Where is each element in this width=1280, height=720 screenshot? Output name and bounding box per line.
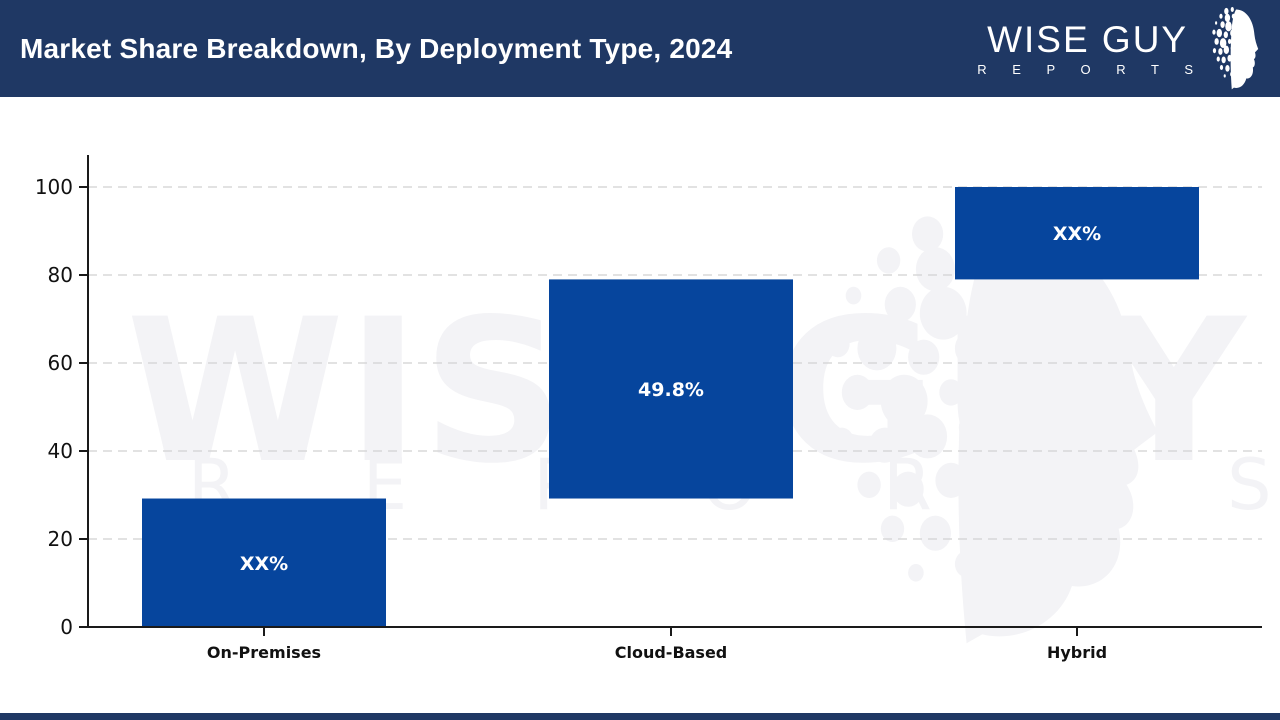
plot-svg: XX% 49.8% XX% 0 20 40 60 80 100 On-Premises Cloud-… xyxy=(35,155,1262,662)
bar-value-label: XX% xyxy=(240,553,288,575)
bar-Hybrid xyxy=(955,187,1199,280)
y-tick-label: 40 xyxy=(48,439,73,463)
y-tick-label: 20 xyxy=(48,527,73,551)
bar-On-Premises xyxy=(142,498,386,627)
footer-bar xyxy=(0,713,1280,720)
logo-brand-text: WISE GUY xyxy=(987,18,1189,60)
bar-value-label: XX% xyxy=(1053,223,1101,245)
category-label: Hybrid xyxy=(1047,643,1107,662)
y-tick-label: 100 xyxy=(35,175,73,199)
bar-value-label: 49.8% xyxy=(638,379,704,401)
y-tick-label: 0 xyxy=(60,615,73,639)
y-tick-label: 60 xyxy=(48,351,73,375)
wise-guy-face-logo-icon xyxy=(1212,6,1259,89)
header: Market Share Breakdown, By Deployment Ty… xyxy=(0,0,1280,97)
logo-text: WISE GUY R E P O R T S xyxy=(971,21,1204,77)
logo-reports-text: R E P O R T S xyxy=(977,61,1204,77)
chart-area: WISE GUY R E P O R T S XX%49.8%XX%020406… xyxy=(0,97,1280,713)
category-label: On-Premises xyxy=(207,643,321,662)
page-title: Market Share Breakdown, By Deployment Ty… xyxy=(20,32,733,64)
bar-Cloud-Based xyxy=(549,279,793,499)
category-label: Cloud-Based xyxy=(615,643,728,662)
y-tick-label: 80 xyxy=(48,263,73,287)
wise-guy-logo: WISE GUY R E P O R T S xyxy=(971,6,1262,91)
